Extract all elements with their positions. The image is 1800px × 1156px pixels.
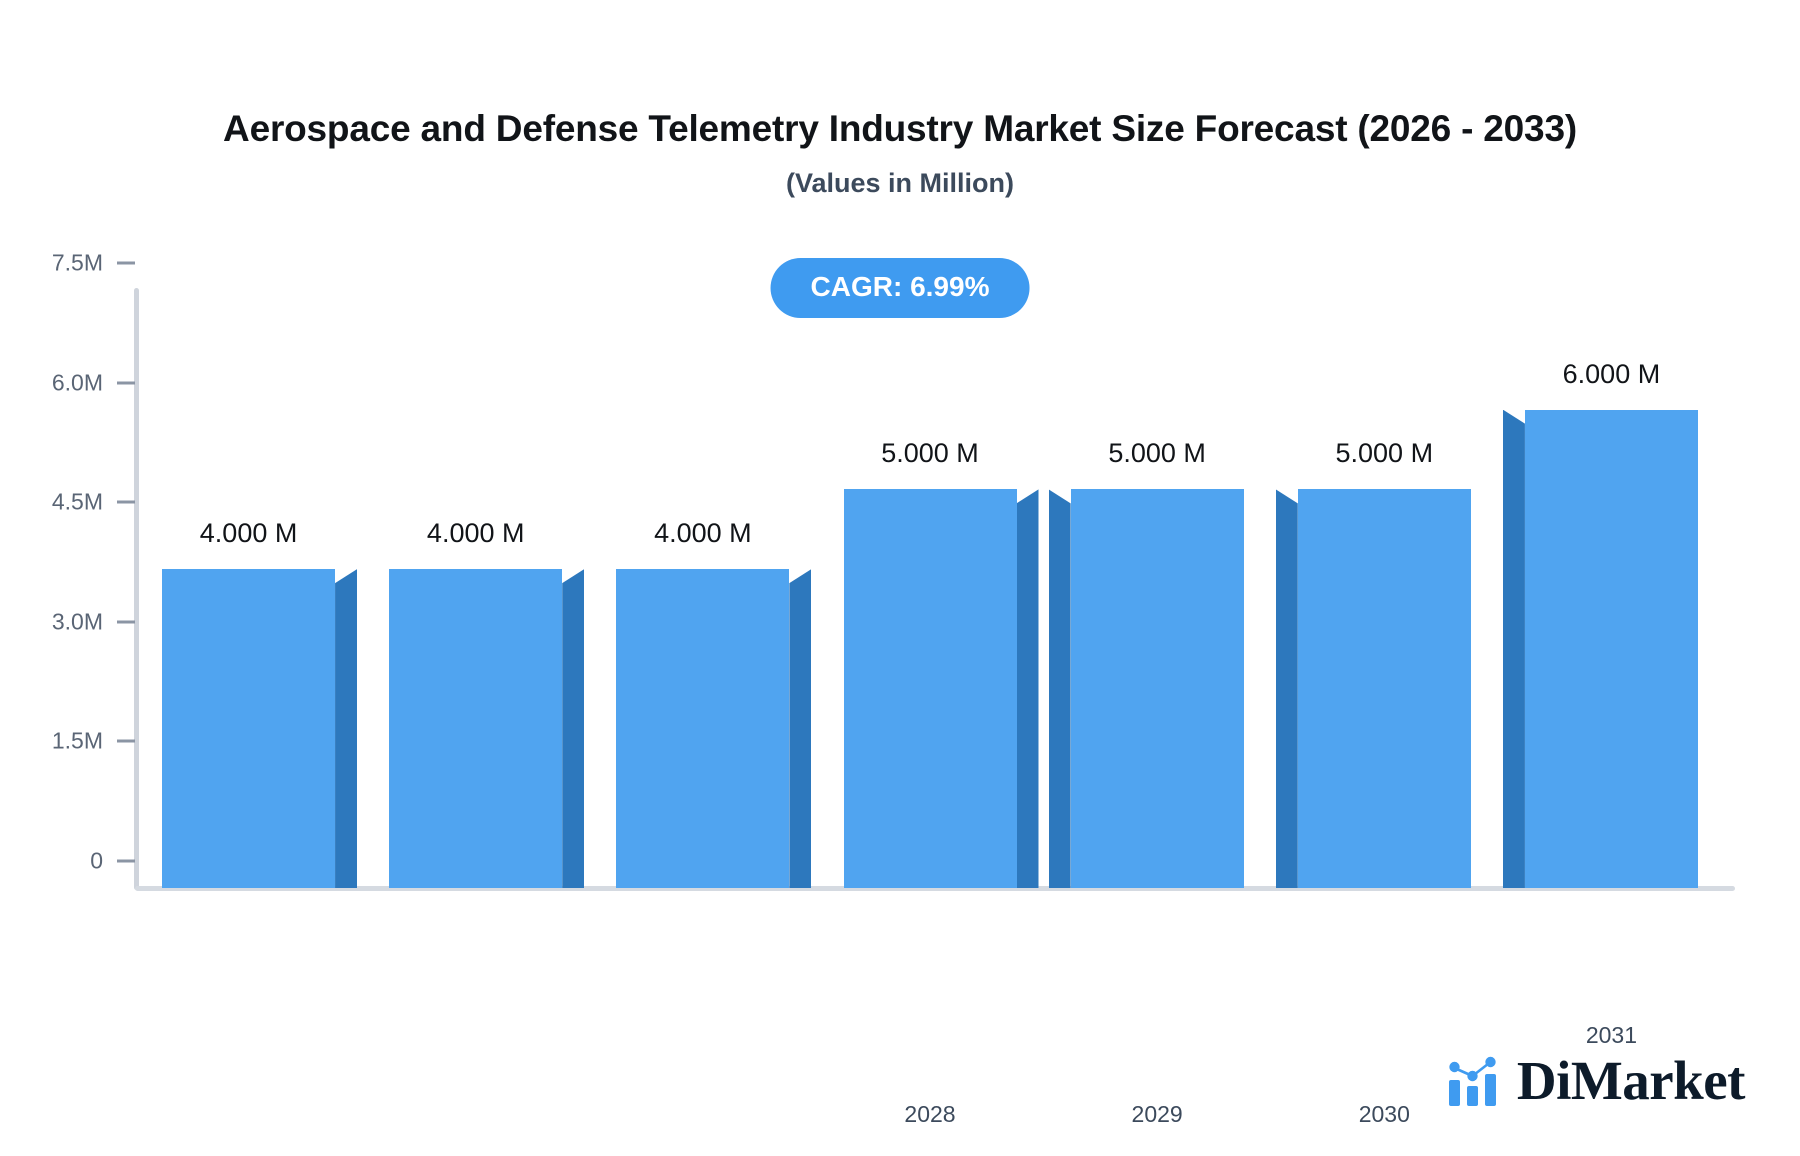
y-axis-tick-mark [117, 620, 135, 624]
y-axis-line [134, 288, 139, 890]
x-axis-tick-label: 2028 [904, 1101, 956, 1128]
y-axis-tick-label: 0 [90, 847, 103, 874]
bar-front-face [1524, 409, 1698, 888]
y-axis-tick-label: 4.5M [51, 488, 103, 515]
bar-depth-face [1275, 489, 1298, 888]
bar-depth-face [562, 569, 585, 888]
y-axis-tick-mark [117, 500, 135, 504]
brand-logo: DiMarket [1447, 1050, 1746, 1111]
bar-item[interactable]: 4.000 M2027 [616, 518, 812, 888]
bar-front-face [162, 569, 336, 888]
bar-series: 4.000 M20254.000 M20264.000 M20275.000 M… [135, 290, 1725, 1127]
x-axis-tick-label: 2030 [1358, 1101, 1410, 1128]
y-axis-tick-mark [117, 859, 135, 863]
y-axis-tick-label: 3.0M [51, 608, 103, 635]
y-axis-tick: 1.5M [0, 728, 135, 755]
bar-depth-face [1048, 489, 1071, 888]
bar-depth-face [335, 569, 358, 888]
bar-value-label: 5.000 M [1108, 438, 1206, 469]
bar-front-face [616, 569, 790, 888]
bar-value-label: 5.000 M [1335, 438, 1434, 469]
y-axis-tick: 3.0M [0, 608, 135, 635]
x-axis-tick-label: 2031 [1585, 1021, 1638, 1048]
y-axis-tick: 7.5M [0, 250, 135, 277]
brand-name: DiMarket [1516, 1050, 1746, 1111]
chart-title: Aerospace and Defense Telemetry Industry… [223, 108, 1577, 149]
y-axis-tick: 0 [0, 848, 135, 875]
x-axis-tick-label: 2029 [1131, 1101, 1183, 1128]
bar-value-label: 4.000 M [654, 518, 752, 549]
y-axis-tick: 4.5M [0, 489, 135, 516]
bar-item[interactable]: 4.000 M2025 [162, 518, 358, 888]
bar-value-label: 4.000 M [199, 518, 298, 549]
bar-depth-face [1016, 489, 1039, 888]
bar-depth-face [789, 569, 812, 888]
y-axis-tick-mark [117, 261, 135, 265]
y-axis-tick-label: 7.5M [51, 249, 103, 276]
y-axis-tick-label: 6.0M [51, 369, 103, 396]
bar-front-face [1070, 489, 1244, 888]
y-axis-tick-label: 1.5M [51, 727, 103, 754]
x-axis-line [135, 886, 1735, 891]
bar-value-label: 5.000 M [881, 438, 979, 469]
bar-value-label: 6.000 M [1562, 358, 1661, 389]
bar-item[interactable]: 6.000 M 2031 [1502, 359, 1698, 1048]
bar-front-face [843, 489, 1017, 888]
y-axis-tick-mark [117, 381, 135, 385]
y-axis-tick: 6.0M [0, 369, 135, 396]
bar-chart-icon [1447, 1054, 1501, 1108]
y-axis-tick-mark [117, 739, 135, 743]
bar-item[interactable]: 4.000 M2026 [389, 518, 585, 888]
bar-item[interactable]: 5.000 M 2028 [843, 438, 1039, 1127]
bar-front-face [389, 569, 563, 888]
bar-item[interactable]: 5.000 M 2029 [1048, 438, 1244, 1127]
chart-subtitle: (Values in Million) [785, 168, 1015, 198]
bar-depth-face [1502, 409, 1525, 888]
cagr-badge: CAGR: 6.99% [770, 258, 1030, 318]
plot-area: 01.5M3.0M4.5M6.0M7.5M 4.000 M20254.000 M… [52, 250, 1725, 1127]
bar-front-face [1297, 489, 1471, 888]
bar-item[interactable]: 5.000 M 2030 [1275, 438, 1471, 1127]
bar-value-label: 4.000 M [426, 518, 525, 549]
